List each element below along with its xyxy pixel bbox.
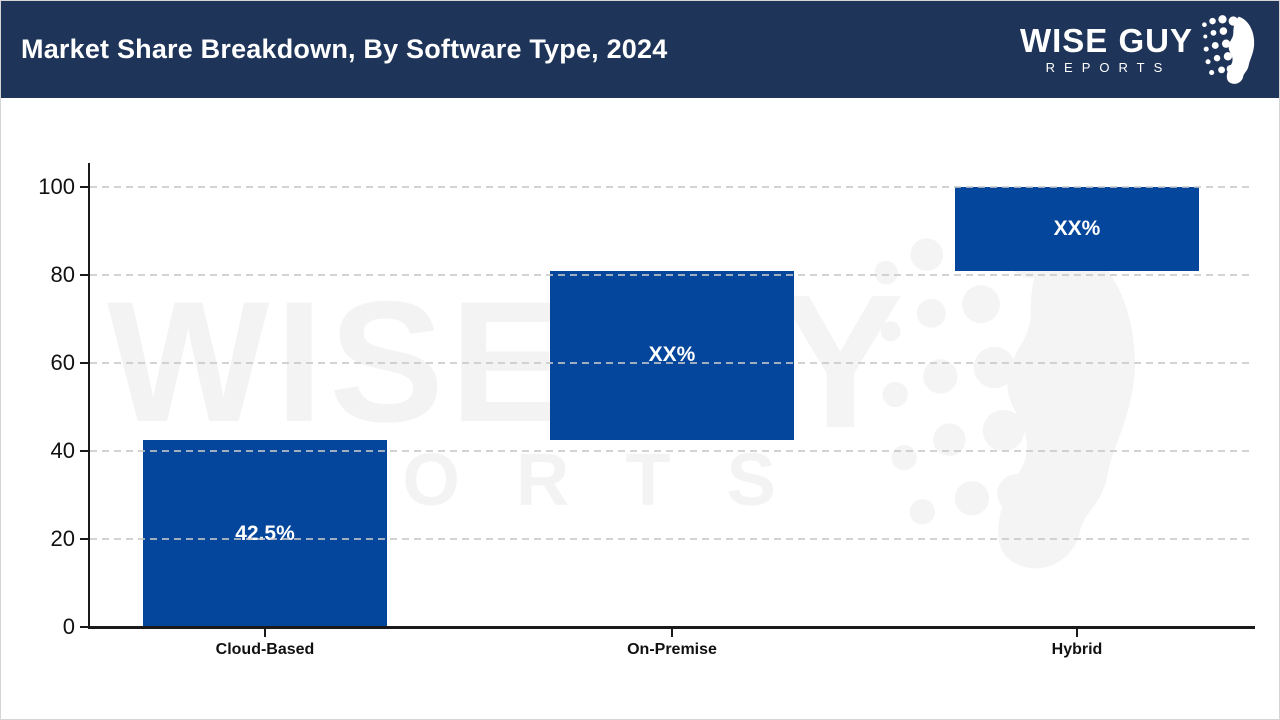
bar-hybrid: XX% (955, 187, 1199, 271)
x-tick-1 (671, 629, 673, 637)
y-tick-20 (80, 538, 89, 540)
logo-wordmark-top: WISE GUY (1019, 21, 1193, 59)
x-tick-0 (264, 629, 266, 637)
y-tick-label-60: 60 (50, 350, 75, 375)
y-tick-0 (80, 626, 89, 628)
y-tick-label-80: 80 (50, 262, 75, 287)
y-tick-label-100: 100 (38, 174, 75, 199)
x-category-label: Cloud-Based (215, 641, 315, 658)
bar-value-label: 42.5% (235, 521, 295, 545)
gridline-60 (90, 362, 1254, 364)
y-tick-label-20: 20 (50, 526, 75, 551)
y-tick-80 (80, 274, 89, 276)
x-category-label: Hybrid (1051, 641, 1103, 658)
logo-wordmark: WISE GUY REPORTS (1019, 21, 1193, 76)
logo-wordmark-bottom: REPORTS (1045, 60, 1172, 76)
logo-dotted-head-icon (1202, 14, 1255, 84)
gridline-100 (90, 186, 1254, 188)
header: Market Share Breakdown, By Software Type… (1, 1, 1279, 98)
gridline-40 (90, 450, 1254, 452)
x-tick-2 (1076, 629, 1078, 637)
x-category-label: On-Premise (627, 641, 717, 658)
bar-value-label: XX% (1053, 216, 1101, 240)
y-tick-100 (80, 186, 89, 188)
bar-cloud-based: 42.5% (143, 440, 387, 627)
y-tick-label-40: 40 (50, 438, 75, 463)
x-axis-line (88, 626, 1255, 629)
page-title: Market Share Breakdown, By Software Type… (21, 34, 668, 64)
gridline-80 (90, 274, 1254, 276)
y-tick-60 (80, 362, 89, 364)
wise-guy-logo: WISE GUY REPORTS (1020, 14, 1255, 86)
y-axis-line (88, 163, 90, 627)
gridline-20 (90, 538, 1254, 540)
y-tick-label-0: 0 (62, 614, 75, 639)
bar-value-label: XX% (648, 343, 696, 367)
bar-on-premise: XX% (550, 270, 794, 440)
y-tick-40 (80, 450, 89, 452)
